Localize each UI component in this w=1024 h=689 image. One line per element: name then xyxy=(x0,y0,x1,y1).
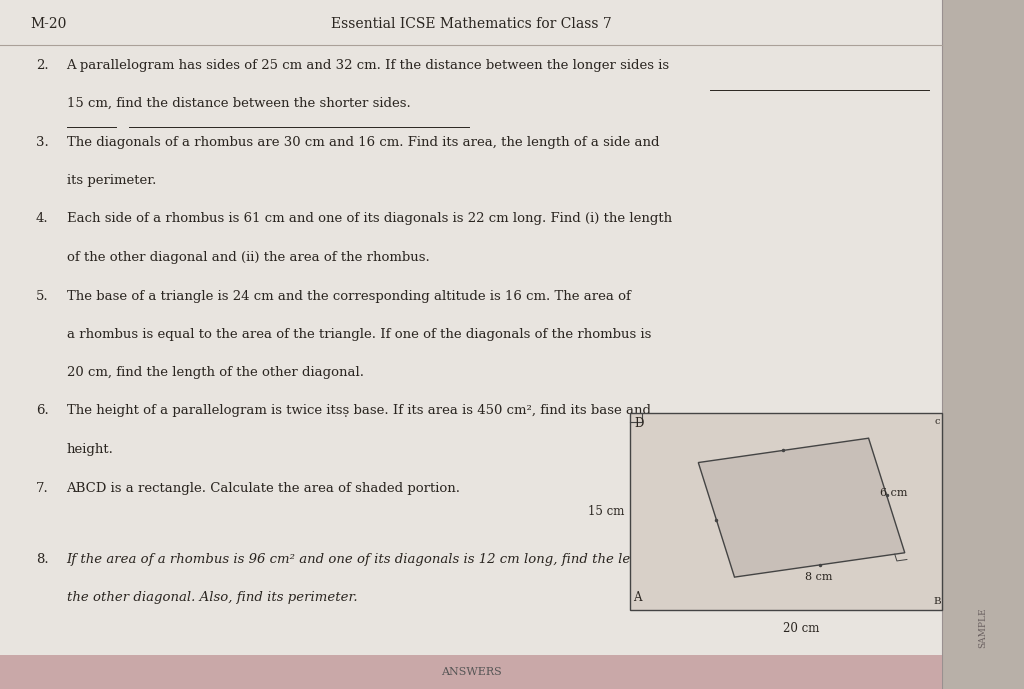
Text: 20 cm: 20 cm xyxy=(783,622,820,635)
Text: a rhombus is equal to the area of the triangle. If one of the diagonals of the r: a rhombus is equal to the area of the tr… xyxy=(67,328,651,341)
Text: 2.: 2. xyxy=(36,59,48,72)
Text: c: c xyxy=(935,417,940,426)
Text: height.: height. xyxy=(67,443,114,455)
Text: 5.: 5. xyxy=(36,289,48,302)
Text: 3.: 3. xyxy=(36,136,48,149)
Text: B: B xyxy=(934,597,941,606)
Text: 4.: 4. xyxy=(36,212,48,225)
Text: D: D xyxy=(634,417,643,430)
Text: 6.: 6. xyxy=(36,404,48,418)
Text: Essential ICSE Mathematics for Class 7: Essential ICSE Mathematics for Class 7 xyxy=(331,17,611,31)
Text: ANSWERS: ANSWERS xyxy=(440,667,502,677)
Text: 15 cm: 15 cm xyxy=(588,505,625,518)
Text: 20 cm, find the length of the other diagonal.: 20 cm, find the length of the other diag… xyxy=(67,367,364,380)
Bar xyxy=(630,413,942,610)
Text: A parallelogram has sides of 25 cm and 32 cm. If the distance between the longer: A parallelogram has sides of 25 cm and 3… xyxy=(67,59,670,72)
Text: 7.: 7. xyxy=(36,482,48,495)
Text: 6 cm: 6 cm xyxy=(880,488,907,498)
Text: The base of a triangle is 24 cm and the corresponding altitude is 16 cm. The are: The base of a triangle is 24 cm and the … xyxy=(67,289,631,302)
Text: ABCD is a rectangle. Calculate the area of shaded portion.: ABCD is a rectangle. Calculate the area … xyxy=(67,482,461,495)
Text: 15 cm, find the distance between the shorter sides.: 15 cm, find the distance between the sho… xyxy=(67,97,411,110)
Text: of the other diagonal and (ii) the area of the rhombus.: of the other diagonal and (ii) the area … xyxy=(67,251,429,264)
Text: The height of a parallelogram is twice itsṣ base. If its area is 450 cm², find i: The height of a parallelogram is twice i… xyxy=(67,404,650,418)
Text: The diagonals of a rhombus are 30 cm and 16 cm. Find its area, the length of a s: The diagonals of a rhombus are 30 cm and… xyxy=(67,136,659,149)
Text: SAMPLE: SAMPLE xyxy=(979,607,987,648)
Text: its perimeter.: its perimeter. xyxy=(67,174,156,187)
Text: If the area of a rhombus is 96 cm² and one of its diagonals is 12 cm long, find : If the area of a rhombus is 96 cm² and o… xyxy=(67,553,679,566)
Text: 8 cm: 8 cm xyxy=(805,572,833,582)
Text: Each side of a rhombus is 61 cm and one of its diagonals is 22 cm long. Find (i): Each side of a rhombus is 61 cm and one … xyxy=(67,212,672,225)
Bar xyxy=(0,655,942,689)
Bar xyxy=(942,0,1024,689)
Text: the other diagonal. Also, find its perimeter.: the other diagonal. Also, find its perim… xyxy=(67,591,357,604)
Polygon shape xyxy=(698,438,905,577)
Text: 8.: 8. xyxy=(36,553,48,566)
Text: A: A xyxy=(633,591,641,604)
Text: M-20: M-20 xyxy=(31,17,68,31)
